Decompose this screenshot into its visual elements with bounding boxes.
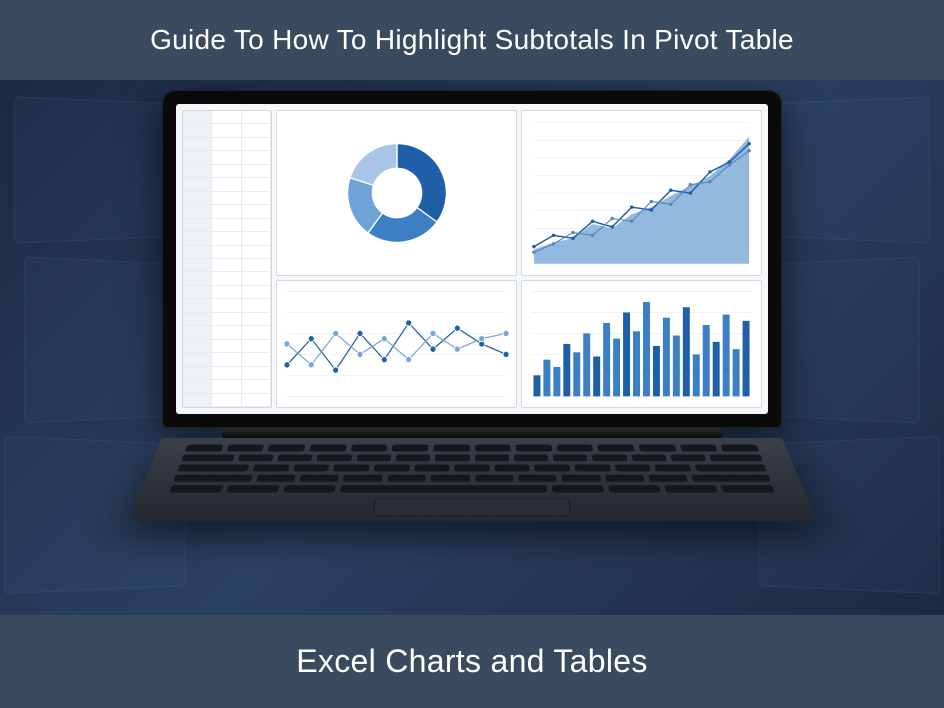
scatter-line-chart (277, 281, 516, 407)
bg-panel (14, 97, 178, 244)
bg-panel (766, 97, 930, 244)
laptop-hinge (222, 428, 722, 438)
spreadsheet-panel (182, 110, 272, 408)
hero-scene (0, 80, 944, 612)
footer-title: Excel Charts and Tables (296, 643, 647, 679)
donut-chart (332, 128, 462, 258)
bg-panel (24, 256, 169, 423)
area-line-chart (522, 111, 761, 275)
header-bar: Guide To How To Highlight Subtotals In P… (0, 0, 944, 80)
bar-chart-panel (521, 280, 762, 408)
dashboard-screen (176, 104, 768, 414)
footer-bar: Excel Charts and Tables (0, 615, 944, 708)
laptop-screen-frame (162, 90, 782, 428)
area-chart-panel (521, 110, 762, 276)
bar-chart (522, 281, 761, 407)
laptop (162, 90, 782, 598)
laptop-keyboard (127, 438, 817, 522)
header-title: Guide To How To Highlight Subtotals In P… (150, 24, 794, 55)
donut-chart-panel (276, 110, 517, 276)
bg-panel (774, 256, 919, 423)
scatter-chart-panel (276, 280, 517, 408)
